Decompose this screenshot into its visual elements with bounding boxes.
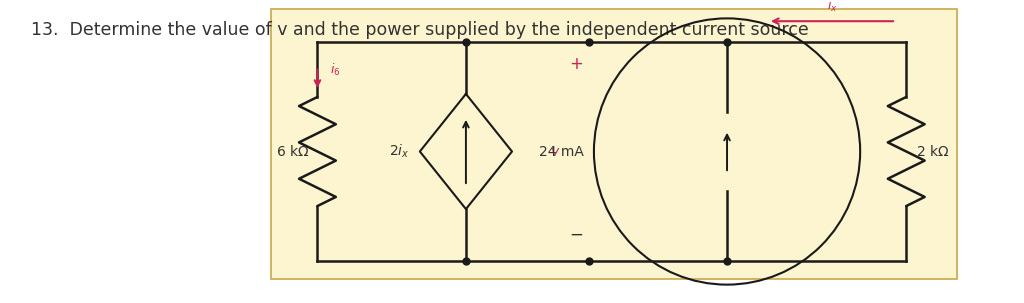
Text: 24 mA: 24 mA xyxy=(539,145,584,158)
Text: $i_6$: $i_6$ xyxy=(330,62,340,78)
Text: 13.  Determine the value of v and the power supplied by the independent current : 13. Determine the value of v and the pow… xyxy=(31,21,809,39)
Text: $-$: $-$ xyxy=(569,225,583,242)
Text: +: + xyxy=(569,55,583,72)
Text: $2i_x$: $2i_x$ xyxy=(389,143,410,160)
Text: $i_x$: $i_x$ xyxy=(826,0,838,14)
Text: 2 k$\Omega$: 2 k$\Omega$ xyxy=(916,144,950,159)
Text: $v$: $v$ xyxy=(550,145,561,158)
Text: 6 k$\Omega$: 6 k$\Omega$ xyxy=(276,144,310,159)
FancyBboxPatch shape xyxy=(271,9,957,279)
